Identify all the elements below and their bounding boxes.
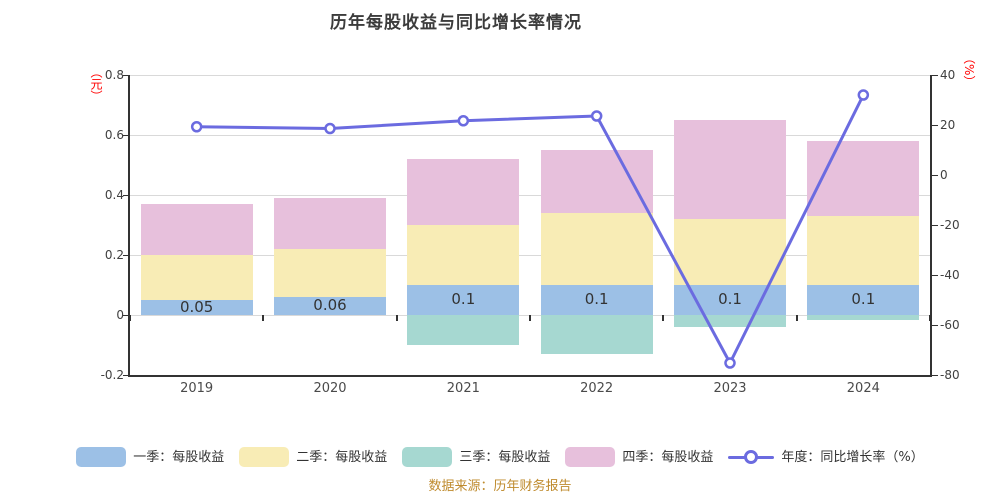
- legend-swatch-q1: [76, 447, 127, 467]
- x-axis-label: 2021: [446, 381, 480, 396]
- bar-segment: [407, 159, 520, 225]
- bar-value-label: 0.1: [451, 290, 476, 308]
- legend-item-q4[interactable]: 四季：每股收益: [565, 447, 713, 467]
- x-axis-tick: [395, 315, 398, 321]
- bar-segment: [274, 249, 386, 297]
- bar-segment: [674, 315, 786, 327]
- x-axis-tick: [929, 315, 931, 321]
- line-point-marker: [457, 115, 470, 127]
- bar-segment: [540, 150, 653, 213]
- left-axis-line: [128, 75, 130, 375]
- legend-item-q1[interactable]: 一季：每股收益: [76, 447, 224, 467]
- left-axis-tick-label: 0.4: [104, 188, 124, 202]
- gridline: [130, 134, 930, 136]
- x-axis-tick: [129, 315, 131, 321]
- left-axis-tick-label: 0.8: [104, 68, 124, 82]
- bar-segment: [807, 216, 920, 285]
- bar-segment: [540, 315, 653, 354]
- right-axis-tick-label: 0: [940, 168, 948, 182]
- left-axis-tick-label: -0.2: [100, 368, 124, 382]
- right-axis-tick: [931, 174, 938, 176]
- legend-swatch-q2: [239, 447, 290, 467]
- legend-label-q2: 二季：每股收益: [296, 449, 388, 465]
- left-axis-unit-label: （元）: [89, 66, 103, 102]
- bar-value-label: 0.1: [851, 290, 876, 308]
- legend-label-q4: 四季：每股收益: [622, 449, 714, 465]
- right-axis-tick: [931, 324, 938, 326]
- bar-segment: [540, 213, 653, 285]
- line-point-marker: [590, 110, 603, 122]
- bar-segment: [807, 141, 920, 216]
- legend-swatch-q3: [402, 447, 453, 467]
- right-axis-line: [930, 75, 932, 375]
- line-legend-marker-icon: [728, 447, 775, 467]
- right-axis-tick: [931, 124, 938, 126]
- bar-segment: [274, 198, 386, 249]
- bar-segment: [140, 204, 253, 255]
- legend-item-q2[interactable]: 二季：每股收益: [239, 447, 387, 467]
- x-axis-label: 2024: [846, 381, 880, 396]
- x-axis-label: 2019: [180, 381, 214, 396]
- right-axis-tick: [931, 374, 938, 376]
- right-axis-tick-label: -40: [940, 268, 960, 282]
- right-axis-tick-label: -80: [940, 368, 960, 382]
- left-axis-tick: [123, 254, 130, 256]
- right-axis-tick-label: 20: [940, 118, 956, 132]
- bar-value-label: 0.1: [718, 290, 742, 308]
- legend-label-q3: 三季：每股收益: [459, 449, 551, 465]
- legend: 一季：每股收益 二季：每股收益 三季：每股收益 四季：每股收益 年度：同比增长率…: [0, 447, 1000, 467]
- left-axis-tick-label: 0.2: [104, 248, 124, 262]
- line-point-marker: [324, 122, 336, 135]
- x-axis-tick: [529, 315, 531, 321]
- bottom-border: [128, 375, 932, 377]
- right-axis-tick: [931, 74, 938, 76]
- line-point-marker: [190, 121, 203, 133]
- right-axis-tick-label: 40: [940, 68, 956, 82]
- gridline: [130, 74, 930, 76]
- bar-segment: [807, 315, 920, 320]
- bar-segment: [407, 315, 520, 345]
- right-axis-tick-label: -60: [940, 318, 960, 332]
- bar-segment: [407, 225, 520, 285]
- legend-label-growth-line: 年度：同比增长率（%）: [781, 449, 924, 465]
- legend-item-q3[interactable]: 三季：每股收益: [402, 447, 550, 467]
- bar-value-label: 0.1: [584, 290, 609, 308]
- left-axis-tick: [123, 314, 130, 316]
- right-axis-tick: [931, 224, 938, 226]
- legend-label-q1: 一季：每股收益: [133, 449, 225, 465]
- bar-segment: [674, 120, 786, 219]
- x-axis-tick: [262, 315, 265, 321]
- right-axis-tick: [931, 274, 938, 276]
- bar-segment: [674, 219, 786, 285]
- chart-title: 历年每股收益与同比增长率情况: [330, 13, 582, 33]
- left-axis-tick: [123, 374, 130, 376]
- bar-value-label: 0.06: [313, 296, 347, 314]
- right-axis-tick-label: -20: [940, 218, 960, 232]
- bar-value-label: 0.05: [179, 297, 214, 316]
- left-axis-tick-label: 0.6: [104, 128, 124, 142]
- x-axis-tick: [795, 315, 798, 321]
- x-axis-label: 2022: [580, 381, 614, 396]
- x-axis-tick: [662, 315, 665, 321]
- right-axis-unit-label: （%）: [962, 52, 976, 88]
- line-point-marker: [857, 89, 870, 101]
- left-axis-tick: [123, 74, 130, 76]
- source-note: 数据来源：历年财务报告: [428, 479, 572, 494]
- left-axis-tick-label: 0: [116, 308, 124, 322]
- legend-item-growth-line[interactable]: 年度：同比增长率（%）: [728, 447, 924, 467]
- bar-segment: [140, 255, 253, 300]
- x-axis-label: 2020: [313, 381, 347, 396]
- left-axis-tick: [123, 134, 130, 136]
- x-axis-label: 2023: [713, 381, 747, 396]
- left-axis-tick: [123, 194, 130, 196]
- legend-swatch-q4: [565, 447, 616, 467]
- line-point-marker: [724, 357, 736, 369]
